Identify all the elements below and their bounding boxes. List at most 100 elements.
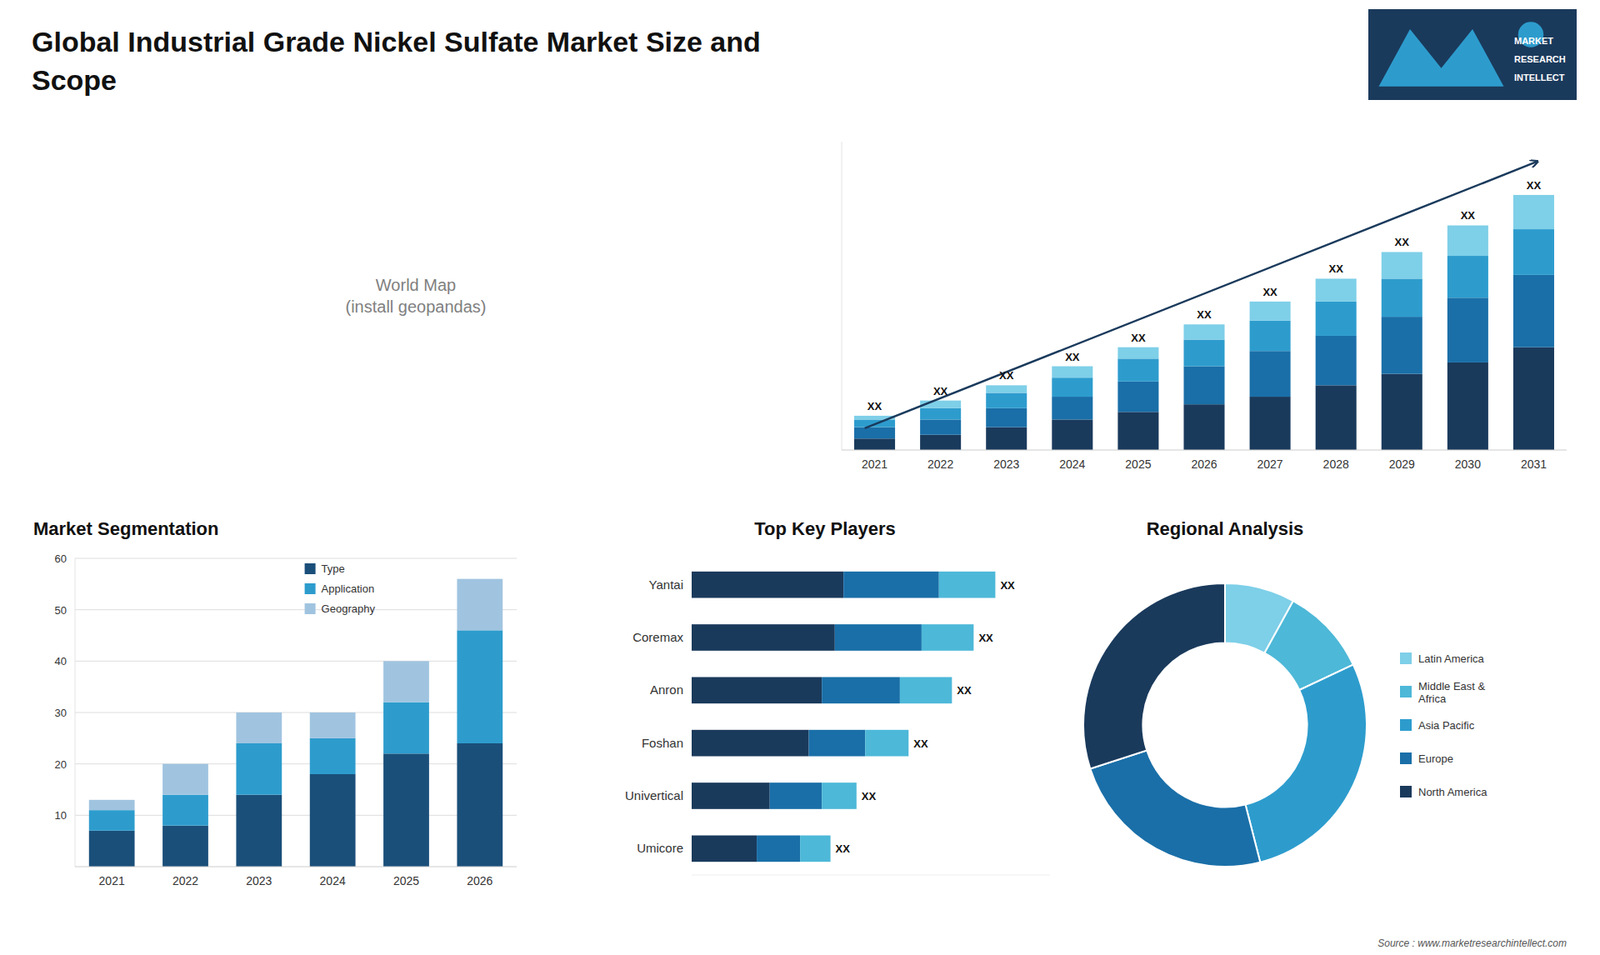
bar-label: XX bbox=[1262, 285, 1278, 299]
bar-label: XX bbox=[1196, 308, 1212, 321]
bar-segment bbox=[1183, 366, 1225, 405]
bar-label: XX bbox=[913, 737, 929, 750]
bar-segment bbox=[1315, 278, 1357, 301]
bar-segment bbox=[89, 830, 135, 867]
bar-segment bbox=[1250, 350, 1291, 397]
map-panel: World Map (install geopandas) bbox=[345, 275, 487, 316]
y-tick-label: 60 bbox=[55, 552, 67, 565]
legend-label: Europe bbox=[1418, 752, 1454, 765]
chart-title: Market Segmentation bbox=[33, 518, 220, 540]
bar-segment bbox=[985, 385, 1027, 393]
bar-segment bbox=[1513, 275, 1555, 348]
x-tick-label: 2031 bbox=[1520, 457, 1547, 471]
bar-segment bbox=[383, 660, 430, 702]
legend-swatch bbox=[1400, 752, 1412, 765]
y-tick-label: Univertical bbox=[625, 788, 684, 803]
legend-swatch bbox=[1400, 785, 1412, 798]
legend-label: Geography bbox=[321, 602, 376, 615]
bars bbox=[691, 571, 995, 862]
bar-segment bbox=[821, 677, 900, 705]
y-tick-label: 10 bbox=[55, 809, 67, 822]
legend-label: Application bbox=[321, 582, 375, 595]
bar-segment bbox=[854, 427, 895, 440]
bar-segment bbox=[1051, 419, 1093, 450]
text-line: Scope bbox=[31, 64, 117, 96]
x-tick-label: 2029 bbox=[1389, 457, 1415, 471]
x-tick-label: 2023 bbox=[245, 874, 272, 888]
x-tick-label: 2027 bbox=[1257, 457, 1284, 471]
bar-label: XX bbox=[1000, 579, 1015, 592]
legend-swatch bbox=[305, 603, 316, 615]
bar-label: XX bbox=[1329, 262, 1345, 275]
legend-label: Latin America bbox=[1418, 652, 1485, 665]
text-line: Global Industrial Grade Nickel Sulfate M… bbox=[31, 25, 761, 58]
bar-label: XX bbox=[867, 400, 883, 413]
bar-label: XX bbox=[933, 385, 949, 398]
bar-segment bbox=[383, 753, 430, 867]
bar-segment bbox=[1381, 374, 1423, 450]
legend-label: Type bbox=[321, 562, 345, 575]
page-title: Global Industrial Grade Nickel Sulfate M… bbox=[31, 25, 761, 96]
y-tick-label: Coremax bbox=[632, 630, 684, 645]
bar-segment bbox=[843, 571, 940, 599]
bar-segment bbox=[854, 438, 895, 450]
y-tick-label: 30 bbox=[55, 706, 67, 720]
bar-segment bbox=[1315, 301, 1357, 336]
bar-segment bbox=[456, 630, 503, 744]
bar-segment bbox=[835, 624, 922, 651]
bar-segment bbox=[1315, 335, 1357, 385]
bar-segment bbox=[1117, 358, 1159, 381]
donut-slice bbox=[1245, 665, 1367, 863]
bar-segment bbox=[89, 800, 135, 810]
bar-segment bbox=[1315, 385, 1357, 450]
x-tick-label: 2028 bbox=[1323, 457, 1350, 471]
legend-label: Middle East &Africa bbox=[1418, 680, 1486, 705]
text-line: Africa bbox=[1418, 692, 1447, 705]
bar-segment bbox=[162, 764, 209, 795]
bar-segment bbox=[865, 730, 909, 757]
logo-text: INTELLECT bbox=[1514, 72, 1565, 83]
y-tick-label: 50 bbox=[55, 604, 67, 617]
bar-label: XX bbox=[1460, 209, 1476, 222]
bars bbox=[89, 579, 503, 867]
legend-swatch bbox=[305, 583, 316, 595]
bar-chart: 2021202220232024202520262027202820292030… bbox=[841, 141, 1567, 471]
text-line: World Map bbox=[375, 275, 456, 295]
bar-segment bbox=[985, 427, 1027, 450]
bar-segment bbox=[1051, 366, 1093, 379]
bar-segment bbox=[1051, 377, 1093, 397]
bar-segment bbox=[1381, 316, 1423, 375]
legend-label: North America bbox=[1418, 785, 1488, 799]
bar-segment bbox=[1250, 320, 1291, 352]
legend: Type Application Geography bbox=[305, 562, 376, 615]
bar-segment bbox=[1447, 225, 1489, 256]
bar-segment bbox=[310, 712, 356, 739]
y-axis-line bbox=[75, 558, 76, 867]
bar-segment bbox=[985, 408, 1027, 428]
donut-slice bbox=[1083, 583, 1225, 770]
bar-segment bbox=[1117, 411, 1159, 450]
bar-segment bbox=[691, 730, 810, 757]
y-tick-label: Anron bbox=[650, 682, 684, 697]
chart-title: Regional Analysis bbox=[1146, 518, 1305, 540]
x-tick-label: 2026 bbox=[466, 874, 493, 888]
bar-segment bbox=[162, 795, 209, 826]
donut-chart: Regional Analysis Latin America Middle Eas… bbox=[1083, 518, 1488, 867]
x-axis-line bbox=[75, 866, 517, 868]
y-tick-label: Yantai bbox=[649, 577, 684, 592]
logo-box bbox=[1368, 9, 1577, 100]
x-tick-label: 2026 bbox=[1190, 457, 1217, 471]
x-tick-label: 2024 bbox=[320, 874, 346, 888]
grid-line bbox=[75, 609, 517, 610]
grid-line bbox=[75, 815, 517, 816]
legend-label: Asia Pacific bbox=[1418, 719, 1475, 732]
bar-segment bbox=[920, 408, 961, 420]
bar-segment bbox=[985, 392, 1027, 408]
bar-label: XX bbox=[956, 684, 972, 697]
bar-segment bbox=[1381, 251, 1423, 279]
donut-slice bbox=[1090, 750, 1260, 867]
bar-label: XX bbox=[1526, 179, 1542, 192]
bar-segment bbox=[1513, 347, 1555, 450]
text-line: (install geopandas) bbox=[345, 297, 487, 316]
x-tick-label: 2025 bbox=[1125, 457, 1151, 471]
